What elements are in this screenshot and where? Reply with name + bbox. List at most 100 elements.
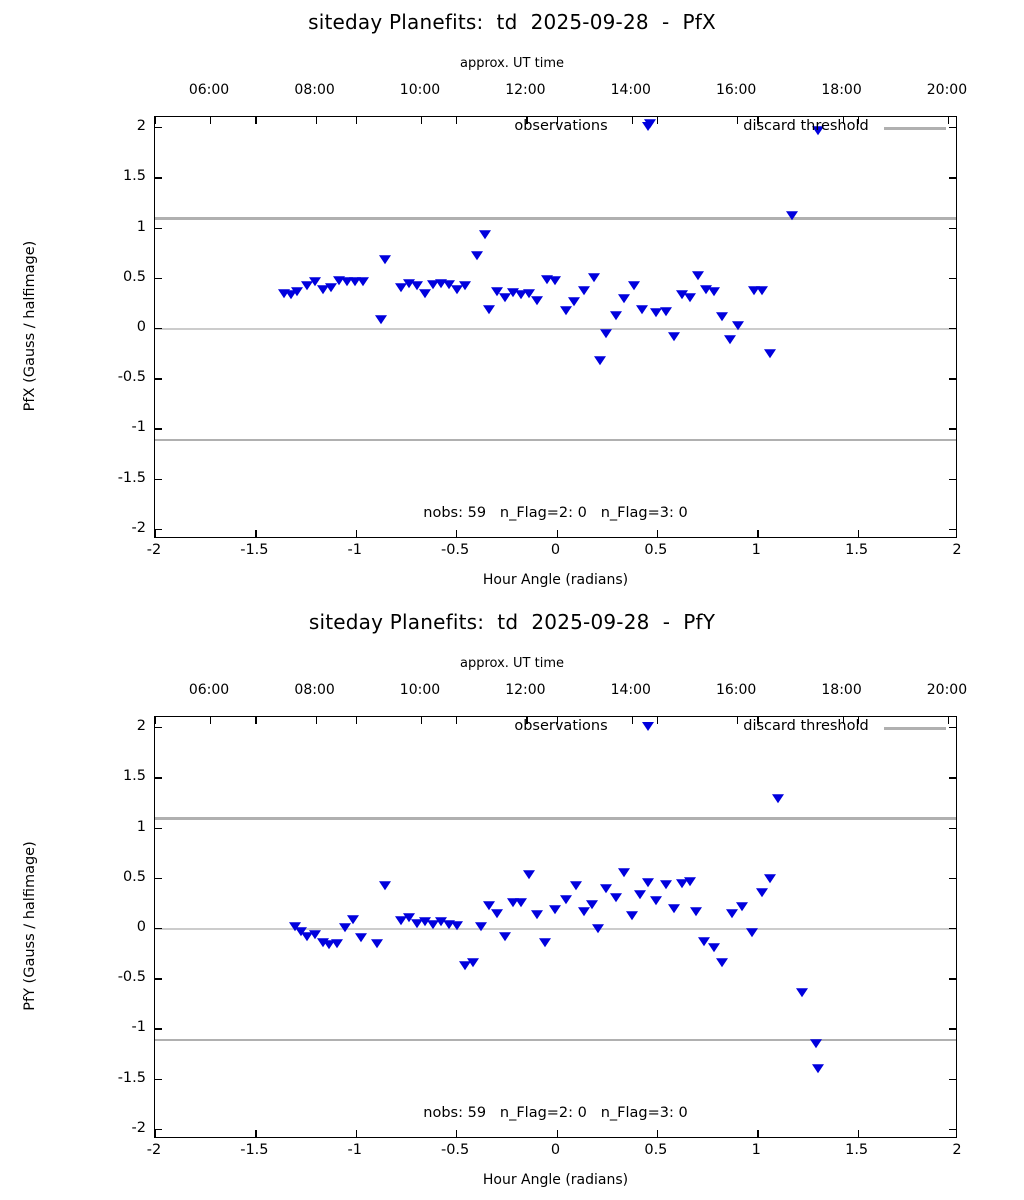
data-point-marker — [732, 321, 745, 331]
data-point-marker — [348, 277, 361, 287]
x-tick — [656, 530, 659, 537]
panel-pfy: siteday Planefits: td 2025-09-28 - PfY a… — [0, 600, 1024, 1200]
data-point-marker — [419, 917, 431, 927]
top-tick — [210, 717, 212, 724]
top-tick-minor — [757, 117, 759, 124]
zero-line — [155, 328, 956, 330]
data-point-marker — [443, 280, 456, 290]
data-point-marker — [609, 893, 622, 903]
discard-threshold-line-lower — [155, 1038, 956, 1042]
y-axis-title: PfY (Gauss / halfimage) — [22, 841, 38, 1011]
x-tick-label: -2 — [146, 1142, 162, 1158]
data-point-marker — [491, 909, 504, 919]
y-tick-right — [949, 528, 956, 531]
plot-frame — [154, 116, 957, 538]
y-tick — [155, 877, 162, 880]
data-point-marker — [649, 896, 662, 906]
data-point-marker — [667, 904, 680, 914]
data-point-marker — [324, 283, 337, 293]
y-tick — [155, 328, 162, 330]
y-tick-labels: -2 -1.5 -1 -0.5 0 0.5 1 1.5 2 — [96, 716, 146, 1138]
data-point-marker — [812, 126, 825, 136]
top-tick-label: 10:00 — [399, 682, 441, 698]
data-point-marker — [585, 900, 598, 910]
data-point-marker — [499, 932, 512, 942]
data-point-marker — [419, 289, 431, 299]
data-point-marker — [810, 1038, 823, 1048]
y-tick-right — [949, 127, 956, 129]
x-tick-label: 0 — [550, 1142, 561, 1158]
data-point-marker — [475, 922, 488, 932]
data-point-marker — [625, 911, 638, 921]
data-point-marker — [708, 943, 721, 953]
x-axis-title: Hour Angle (radians) — [482, 572, 629, 588]
data-point-marker — [683, 293, 696, 303]
y-tick-label: 1 — [136, 218, 146, 235]
top-axis-title: approx. UT time — [460, 656, 564, 671]
top-tick-label: 16:00 — [715, 682, 757, 698]
data-point-marker — [683, 877, 696, 887]
plot-area — [155, 117, 956, 537]
data-point-marker — [523, 289, 536, 299]
y-tick-right — [949, 928, 956, 930]
data-point-marker — [338, 923, 351, 933]
data-point-marker — [290, 287, 303, 297]
y-tick-right — [949, 827, 956, 829]
data-point-marker — [394, 283, 407, 293]
top-tick-minor — [556, 117, 558, 124]
y-tick-label: 2 — [136, 718, 146, 735]
top-tick-label: 14:00 — [610, 682, 651, 698]
top-tick — [526, 117, 528, 124]
x-tick — [556, 1130, 558, 1137]
top-tick-label: 12:00 — [505, 82, 546, 98]
y-tick-label: 0.5 — [122, 268, 146, 285]
y-tick — [155, 277, 162, 280]
data-point-marker — [541, 275, 554, 285]
data-point-marker — [593, 356, 606, 366]
y-tick — [155, 1028, 162, 1030]
top-axis-title: approx. UT time — [460, 56, 564, 71]
top-tick-label: 14:00 — [610, 82, 651, 98]
data-point-marker — [479, 229, 492, 239]
data-point-marker — [346, 915, 359, 925]
panel-pfx: siteday Planefits: td 2025-09-28 - PfX a… — [22, 10, 968, 588]
data-point-marker — [567, 297, 580, 307]
data-point-marker — [559, 895, 572, 905]
data-point-marker — [284, 290, 297, 300]
y-tick-right — [949, 177, 956, 179]
data-point-marker — [483, 305, 496, 315]
x-tick — [355, 530, 358, 537]
data-point-marker — [549, 276, 562, 286]
y-tick-label: 1 — [136, 818, 146, 835]
x-tick — [556, 530, 558, 537]
y-tick-right — [949, 1028, 956, 1030]
x-tick-label: 2 — [952, 542, 962, 558]
y-tick-right — [949, 277, 956, 280]
data-point-marker — [599, 884, 612, 894]
top-tick-label: 20:00 — [926, 82, 968, 98]
top-tick-label: 06:00 — [188, 682, 230, 698]
top-tick-label: 06:00 — [188, 82, 230, 98]
data-point-marker — [308, 930, 321, 940]
x-tick-label: -0.5 — [440, 542, 470, 558]
data-point-marker — [617, 294, 630, 304]
data-point-marker — [354, 933, 367, 943]
top-tick-label: 18:00 — [821, 82, 862, 98]
top-tick-minor — [656, 717, 659, 724]
data-point-marker — [659, 880, 672, 890]
data-point-marker — [617, 868, 630, 878]
y-tick-label: -1.5 — [117, 1069, 146, 1086]
data-point-marker — [294, 927, 307, 937]
data-point-marker — [649, 308, 662, 318]
y-tick — [155, 227, 162, 229]
x-tick-label: -0.5 — [440, 1142, 470, 1158]
data-point-marker — [549, 905, 562, 915]
data-point-marker — [736, 902, 749, 912]
data-point-marker — [467, 958, 480, 968]
y-tick-label: 1.5 — [122, 168, 146, 185]
y-tick-right — [949, 727, 956, 729]
y-tick-label: -0.5 — [117, 369, 146, 386]
top-tick — [737, 117, 739, 124]
x-tick-label: 1 — [751, 542, 761, 558]
